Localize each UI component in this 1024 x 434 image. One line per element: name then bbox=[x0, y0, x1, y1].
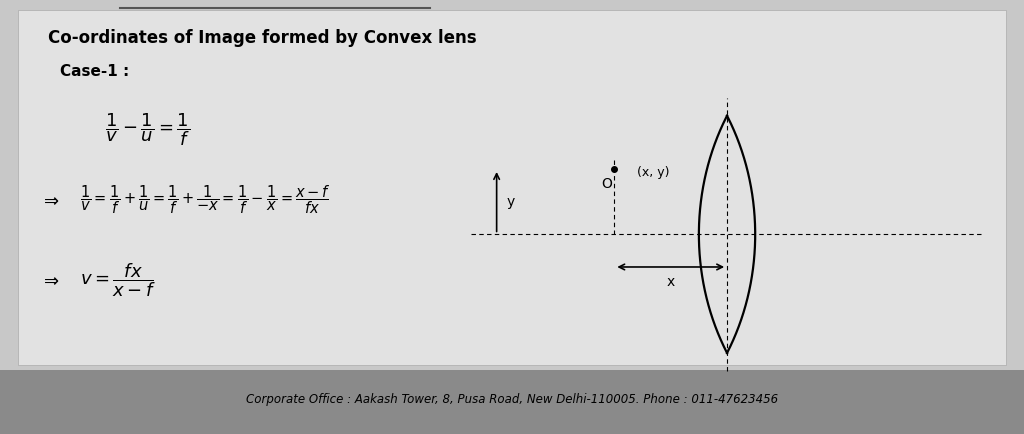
Text: (x, y): (x, y) bbox=[637, 166, 670, 178]
Text: x: x bbox=[667, 275, 675, 289]
Text: Case-1 :: Case-1 : bbox=[60, 65, 129, 79]
Text: Corporate Office : Aakash Tower, 8, Pusa Road, New Delhi-110005. Phone : 011-476: Corporate Office : Aakash Tower, 8, Pusa… bbox=[246, 394, 778, 407]
Text: $\dfrac{1}{v} = \dfrac{1}{f} + \dfrac{1}{u} = \dfrac{1}{f} + \dfrac{1}{-x} = \df: $\dfrac{1}{v} = \dfrac{1}{f} + \dfrac{1}… bbox=[80, 184, 331, 216]
Text: $\Rightarrow$: $\Rightarrow$ bbox=[40, 271, 59, 289]
FancyBboxPatch shape bbox=[18, 10, 1006, 365]
Text: $\dfrac{1}{v} - \dfrac{1}{u} = \dfrac{1}{f}$: $\dfrac{1}{v} - \dfrac{1}{u} = \dfrac{1}… bbox=[105, 112, 190, 148]
Text: Co-ordinates of Image formed by Convex lens: Co-ordinates of Image formed by Convex l… bbox=[48, 29, 476, 47]
Text: $v = \dfrac{fx}{x-f}$: $v = \dfrac{fx}{x-f}$ bbox=[80, 261, 156, 299]
Text: O: O bbox=[601, 177, 612, 191]
Text: y: y bbox=[507, 195, 515, 209]
Text: $\Rightarrow$: $\Rightarrow$ bbox=[40, 191, 59, 209]
FancyBboxPatch shape bbox=[0, 370, 1024, 434]
